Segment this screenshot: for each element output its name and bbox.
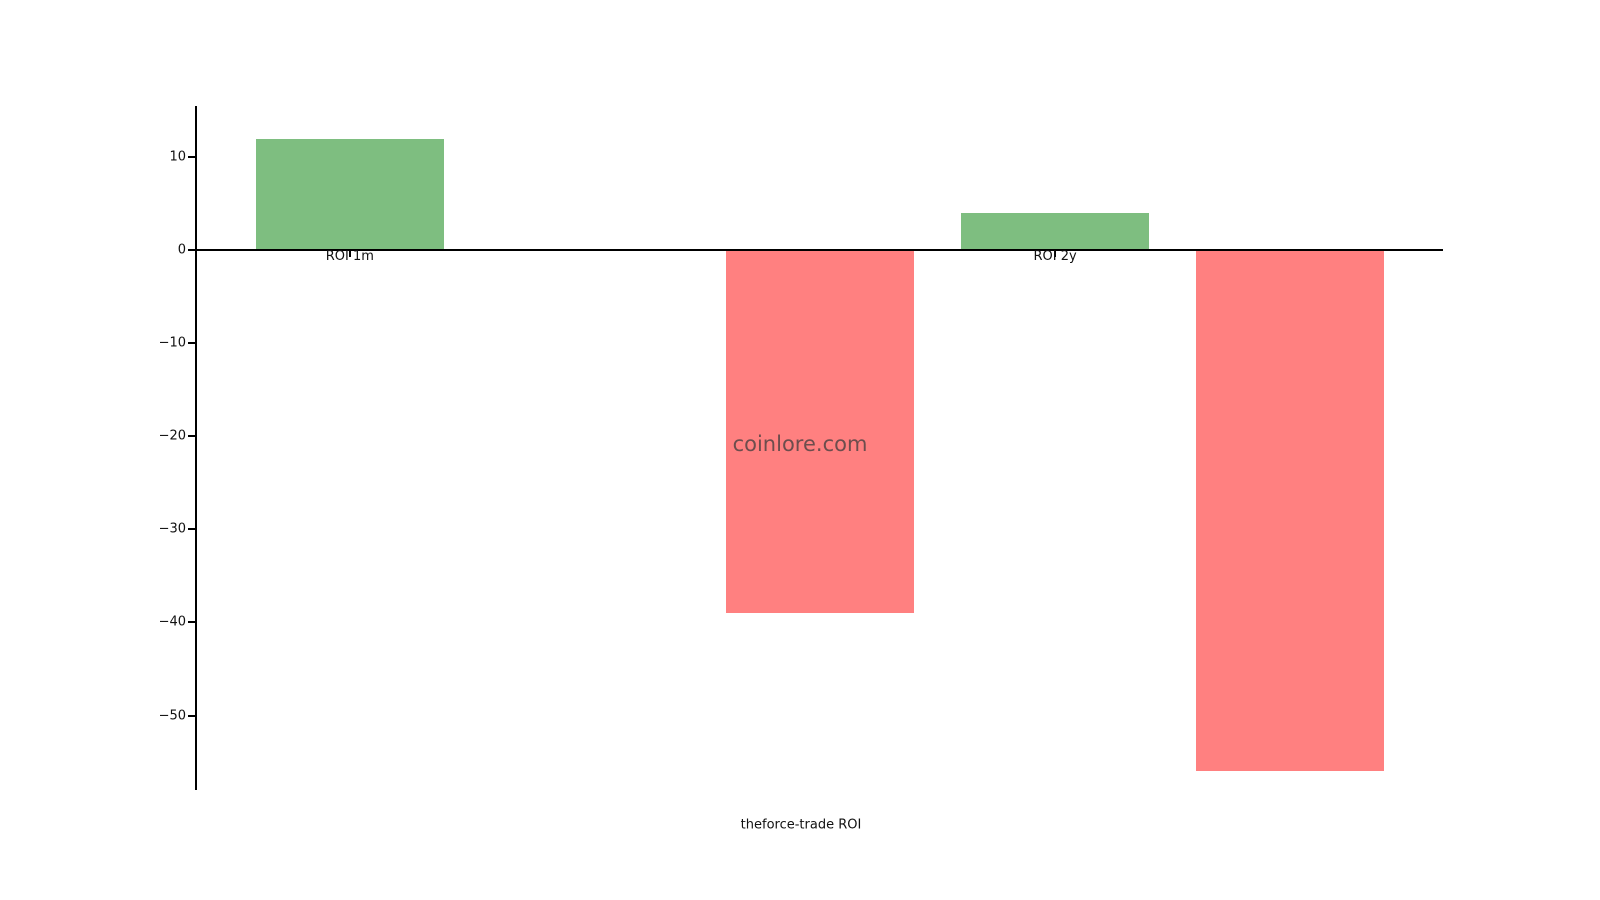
x-tick-label: ROI 2y	[1033, 249, 1077, 265]
x-tick-mark	[348, 250, 351, 258]
y-axis-line	[195, 106, 197, 790]
bar-negative	[1196, 250, 1385, 772]
y-tick-label: −10	[158, 335, 186, 351]
y-tick-mark	[188, 435, 195, 438]
y-tick-mark	[188, 249, 195, 252]
y-tick-mark	[188, 342, 195, 345]
y-tick-mark	[188, 156, 195, 159]
y-tick-mark	[188, 621, 195, 624]
x-axis-line	[195, 249, 1443, 252]
y-tick-label: 10	[169, 149, 186, 165]
y-tick-mark	[188, 714, 195, 717]
y-tick-mark	[188, 528, 195, 531]
x-tick-label: ROI 1m	[325, 249, 374, 265]
bar-negative	[725, 250, 915, 614]
y-tick-label: −30	[158, 521, 186, 537]
y-tick-label: 0	[177, 242, 186, 258]
bar-positive	[961, 213, 1150, 251]
y-tick-label: −50	[158, 708, 186, 724]
chart-title: theforce-trade ROI	[740, 817, 862, 833]
x-tick-mark	[1054, 250, 1057, 258]
y-tick-label: −20	[158, 428, 186, 444]
watermark: coinlore.com	[732, 432, 868, 456]
y-tick-label: −40	[158, 614, 186, 630]
bar-positive	[255, 138, 444, 251]
